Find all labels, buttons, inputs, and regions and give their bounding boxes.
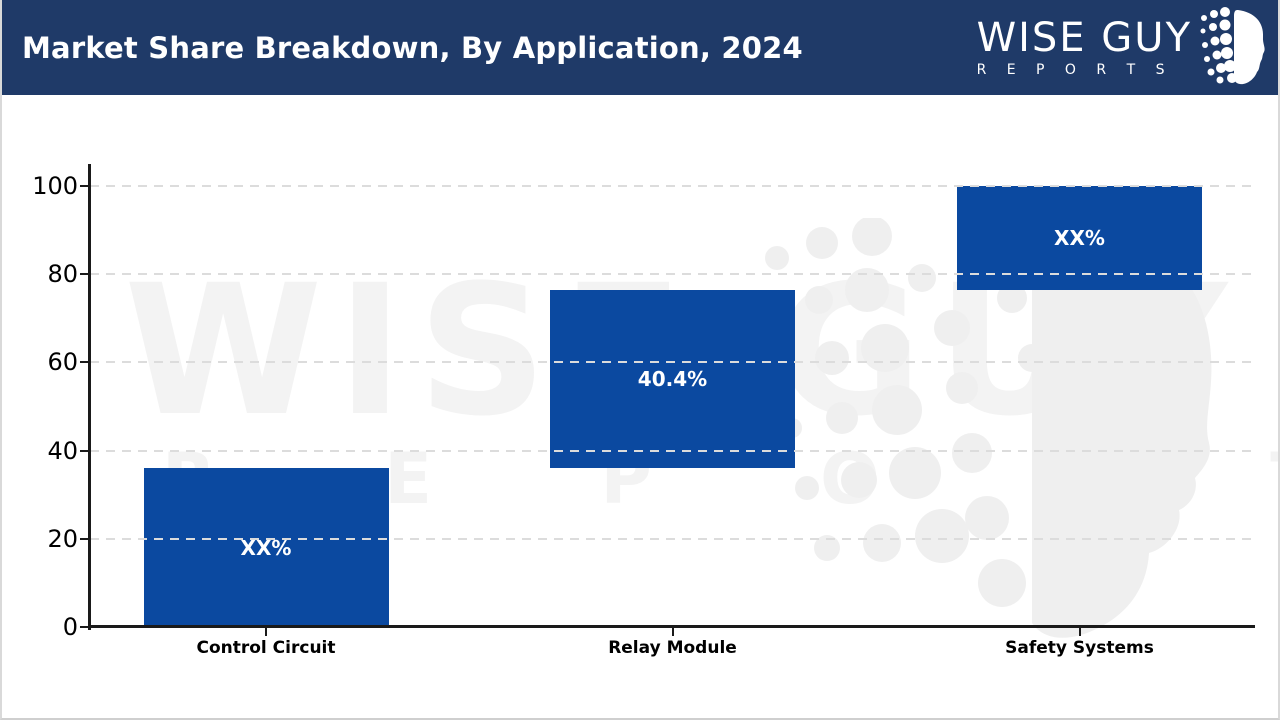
y-axis-tick-mark — [80, 449, 89, 452]
gridline-80 — [90, 273, 1255, 276]
header-bar: Market Share Breakdown, By Application, … — [2, 0, 1278, 95]
brand-logo-sub: R E P O R T S — [976, 62, 1173, 78]
x-axis-tick-mark — [1078, 628, 1081, 636]
brand-logo-face-icon — [1200, 7, 1265, 85]
x-axis-line — [88, 625, 1255, 628]
brand-logo-name: WISE GUY — [976, 15, 1192, 61]
gridline-60 — [90, 361, 1255, 364]
y-axis-tick-label: 20 — [47, 524, 78, 553]
y-axis-tick-mark — [80, 361, 89, 364]
gridline-40 — [90, 449, 1255, 452]
gridline-100 — [90, 185, 1255, 187]
x-axis-tick-mark — [671, 628, 674, 636]
watermark-face-dots-image — [765, 218, 1212, 638]
y-axis-line — [88, 164, 91, 630]
y-axis-tick-label: 0 — [62, 613, 78, 641]
brand-logo-text: WISE GUY R E P O R T S — [977, 16, 1192, 78]
bar-value-label: XX% — [1054, 226, 1105, 251]
y-axis-tick-mark — [80, 273, 89, 276]
chart-title: Market Share Breakdown, By Application, … — [22, 30, 803, 65]
bar-safety-systems: XX% — [957, 186, 1202, 291]
gridline-20 — [90, 537, 1255, 540]
y-axis-tick-label: 60 — [47, 348, 78, 377]
x-axis-category-label: Relay Module — [608, 638, 737, 658]
y-axis-tick-label: 100 — [32, 172, 78, 200]
y-axis-tick-mark — [80, 626, 89, 628]
x-axis-category-label: Safety Systems — [1005, 638, 1154, 658]
x-axis-category-label: Control Circuit — [196, 638, 336, 658]
y-axis-tick-mark — [80, 537, 89, 540]
bar-control-circuit: XX% — [143, 468, 389, 627]
bar-value-label: 40.4% — [637, 367, 708, 392]
y-axis-tick-label: 40 — [47, 436, 78, 465]
bar-relay-module: 40.4% — [550, 290, 795, 469]
y-axis-tick-label: 80 — [47, 260, 78, 289]
y-axis-tick-mark — [80, 185, 89, 187]
x-axis-tick-mark — [265, 628, 267, 636]
brand-logo: WISE GUY R E P O R T S — [977, 6, 1270, 88]
